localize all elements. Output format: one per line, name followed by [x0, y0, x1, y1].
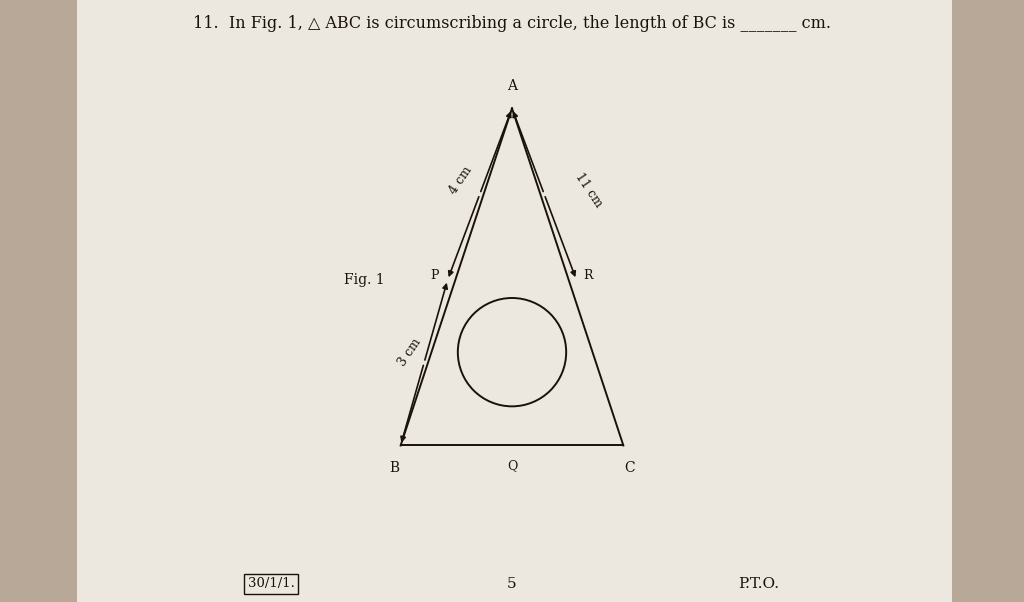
- Text: 4 cm: 4 cm: [446, 164, 475, 197]
- Text: P.T.O.: P.T.O.: [738, 577, 779, 591]
- Text: Fig. 1: Fig. 1: [344, 273, 385, 287]
- Text: Q: Q: [507, 459, 517, 472]
- Text: B: B: [389, 461, 399, 474]
- Text: 5: 5: [507, 577, 517, 591]
- Text: P: P: [430, 269, 438, 282]
- Text: C: C: [624, 461, 635, 474]
- Text: A: A: [507, 79, 517, 93]
- Text: 11 cm: 11 cm: [572, 170, 604, 209]
- Text: 11.  In Fig. 1, △ ABC is circumscribing a circle, the length of BC is _______ cm: 11. In Fig. 1, △ ABC is circumscribing a…: [193, 15, 831, 32]
- Text: 30/1/1.: 30/1/1.: [248, 577, 295, 591]
- Text: 3 cm: 3 cm: [395, 336, 424, 368]
- Text: R: R: [583, 269, 593, 282]
